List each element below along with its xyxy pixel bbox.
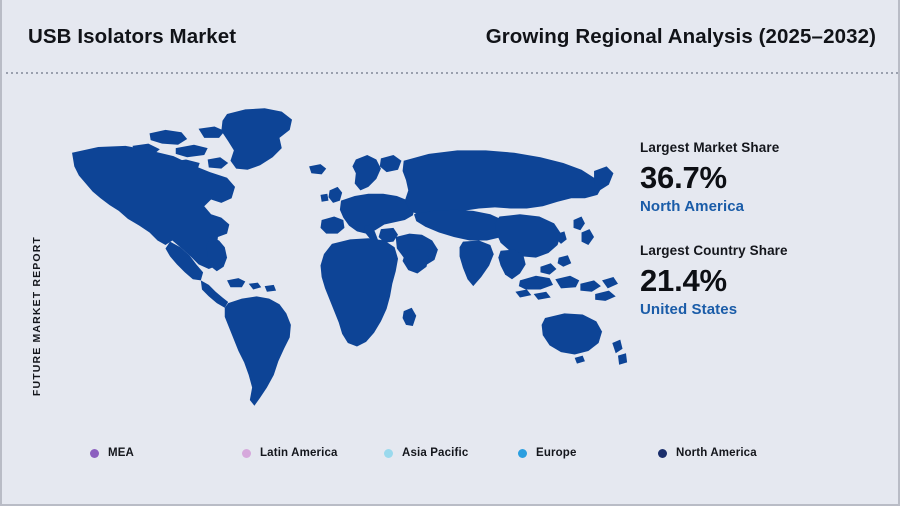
legend-dot-icon — [518, 448, 527, 458]
legend-item-label: North America — [676, 447, 757, 459]
stat-region: United States — [640, 300, 738, 318]
region-legend: MEA Latin America Asia Pacific Europe No… — [90, 447, 790, 469]
stat-value: 21.4% — [640, 262, 727, 298]
stat-region: North America — [640, 197, 745, 215]
header: USB Isolators Market Growing Regional An… — [2, 0, 898, 73]
legend-dot-icon — [90, 448, 99, 458]
header-divider — [6, 72, 898, 74]
stat-value: 36.7% — [640, 160, 727, 195]
brand-watermark: FUTURE MARKET REPORT — [31, 236, 43, 397]
page-subtitle: Growing Regional Analysis (2025–2032) — [485, 24, 876, 48]
world-map — [64, 98, 634, 416]
stat-label: Largest Country Share — [640, 242, 788, 258]
legend-dot-icon — [384, 448, 393, 458]
legend-item-europe: Europe — [518, 447, 577, 459]
page-title: USB Isolators Market — [28, 24, 237, 48]
legend-item-latin-america: Latin America — [242, 447, 338, 459]
legend-item-label: Latin America — [260, 447, 338, 459]
legend-item-label: Europe — [536, 447, 577, 459]
stats-panel: Largest Market Share 36.7% North America… — [640, 140, 880, 318]
legend-item-north-america: North America — [658, 447, 757, 459]
stat-label: Largest Market Share — [640, 140, 780, 155]
legend-item-label: MEA — [108, 447, 135, 459]
stat-largest-market-share: Largest Market Share 36.7% North America — [640, 140, 880, 215]
legend-item-mea: MEA — [90, 447, 134, 459]
stat-largest-country-share: Largest Country Share 21.4% United State… — [640, 243, 880, 318]
legend-dot-icon — [658, 448, 667, 458]
legend-item-label: Asia Pacific — [402, 447, 469, 459]
legend-dot-icon — [242, 448, 251, 458]
legend-item-asia-pacific: Asia Pacific — [384, 447, 468, 459]
